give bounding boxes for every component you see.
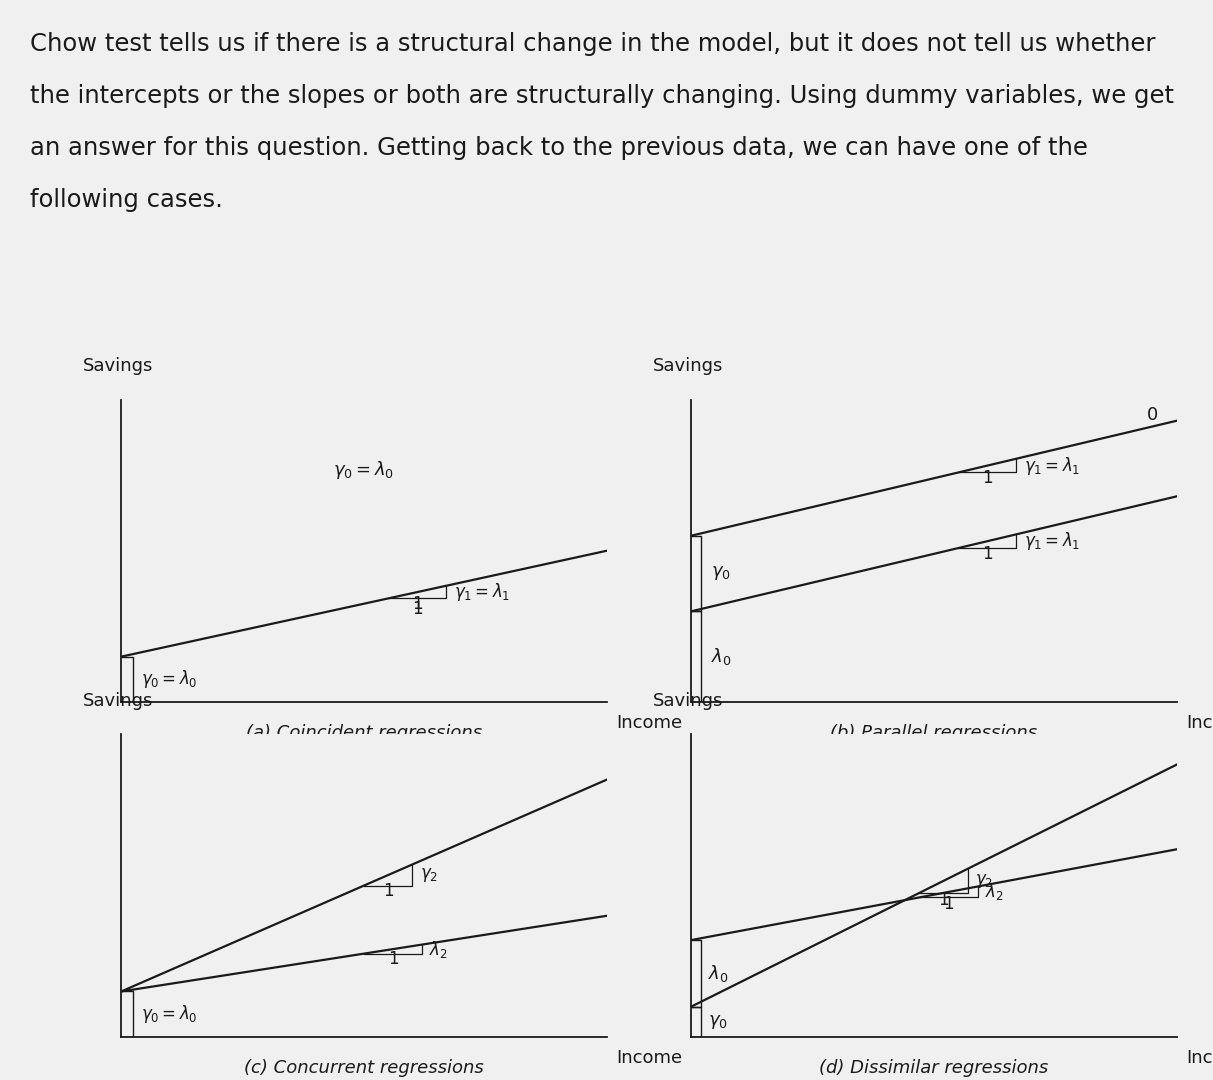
Text: $\lambda_2$: $\lambda_2$ [985,881,1004,903]
Text: Savings: Savings [82,692,153,711]
Text: $\lambda_2$: $\lambda_2$ [429,939,449,960]
Text: $\gamma_0=\lambda_0$: $\gamma_0=\lambda_0$ [334,459,394,482]
Text: Income: Income [616,1049,683,1067]
Text: $\gamma_0$: $\gamma_0$ [708,1013,728,1030]
Text: an answer for this question. Getting back to the previous data, we can have one : an answer for this question. Getting bac… [30,136,1088,160]
Text: 1: 1 [383,882,393,901]
Text: $\gamma_0=\lambda_0$: $\gamma_0=\lambda_0$ [141,1003,198,1025]
Text: Income: Income [1186,714,1213,732]
Text: $\gamma_0$: $\gamma_0$ [711,565,730,582]
Text: 1: 1 [412,595,422,613]
Text: $\lambda_0$: $\lambda_0$ [708,962,729,984]
Text: Savings: Savings [82,357,153,376]
Text: (d) Dissimilar regressions: (d) Dissimilar regressions [820,1059,1048,1077]
Text: $\lambda_0$: $\lambda_0$ [711,646,731,667]
Text: $\gamma_1=\lambda_1$: $\gamma_1=\lambda_1$ [1024,455,1080,476]
Text: following cases.: following cases. [30,188,223,212]
Text: $\gamma_2$: $\gamma_2$ [420,866,438,885]
Text: 1: 1 [983,544,992,563]
Text: (b) Parallel regressions: (b) Parallel regressions [831,725,1037,742]
Text: Income: Income [616,714,683,732]
Text: $\gamma_2$: $\gamma_2$ [975,872,993,890]
Text: (c) Concurrent regressions: (c) Concurrent regressions [244,1059,484,1077]
Text: 1: 1 [944,895,953,914]
Text: 1: 1 [412,599,422,618]
Text: the intercepts or the slopes or both are structurally changing. Using dummy vari: the intercepts or the slopes or both are… [30,84,1174,108]
Text: 1: 1 [388,950,398,969]
Text: (a) Coincident regressions: (a) Coincident regressions [246,725,482,742]
Text: 1: 1 [939,891,949,909]
Text: Savings: Savings [653,692,723,711]
Text: 1: 1 [983,469,992,487]
Text: Savings: Savings [653,357,723,376]
Text: $\gamma_0=\lambda_0$: $\gamma_0=\lambda_0$ [141,669,198,690]
Text: $\gamma_1=\lambda_1$: $\gamma_1=\lambda_1$ [1024,530,1080,552]
Text: Chow test tells us if there is a structural change in the model, but it does not: Chow test tells us if there is a structu… [30,32,1156,56]
Text: $\gamma_1=\lambda_1$: $\gamma_1=\lambda_1$ [454,581,509,603]
Text: 0: 0 [1146,406,1158,423]
Text: Income: Income [1186,1049,1213,1067]
